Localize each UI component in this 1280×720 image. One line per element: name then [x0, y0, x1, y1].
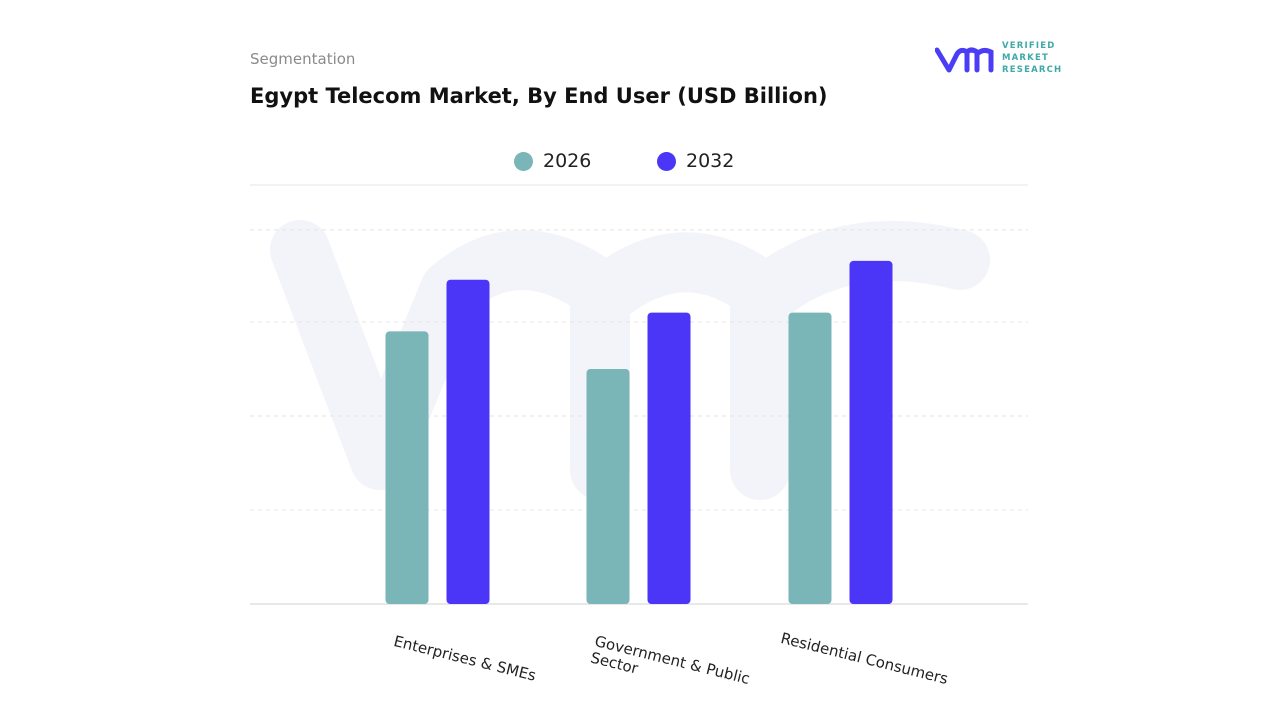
bar-2032 [849, 260, 893, 604]
bar-2032 [446, 279, 490, 604]
legend-item-2026: 2026 [514, 150, 591, 172]
logo-line: RESEARCH [1002, 65, 1063, 75]
eyebrow-label: Segmentation [250, 50, 356, 68]
legend-label: 2032 [686, 150, 735, 172]
bar-2026 [586, 369, 630, 604]
bar-2026 [385, 331, 429, 604]
legend-label: 2026 [543, 150, 592, 172]
vmr-logo-icon [935, 47, 994, 73]
legend-swatch [657, 151, 676, 171]
legend: 2026 2032 [0, 150, 1280, 176]
logo-text: VERIFIED MARKET RESEARCH [1002, 40, 1062, 76]
bar-2032 [647, 312, 691, 604]
bar-2026 [788, 312, 832, 604]
chart-title: Egypt Telecom Market, By End User (USD B… [250, 84, 828, 108]
logo-line: MARKET [1002, 53, 1049, 63]
legend-swatch [514, 151, 533, 171]
legend-item-2032: 2032 [657, 150, 734, 172]
logo-line: VERIFIED [1002, 41, 1056, 51]
